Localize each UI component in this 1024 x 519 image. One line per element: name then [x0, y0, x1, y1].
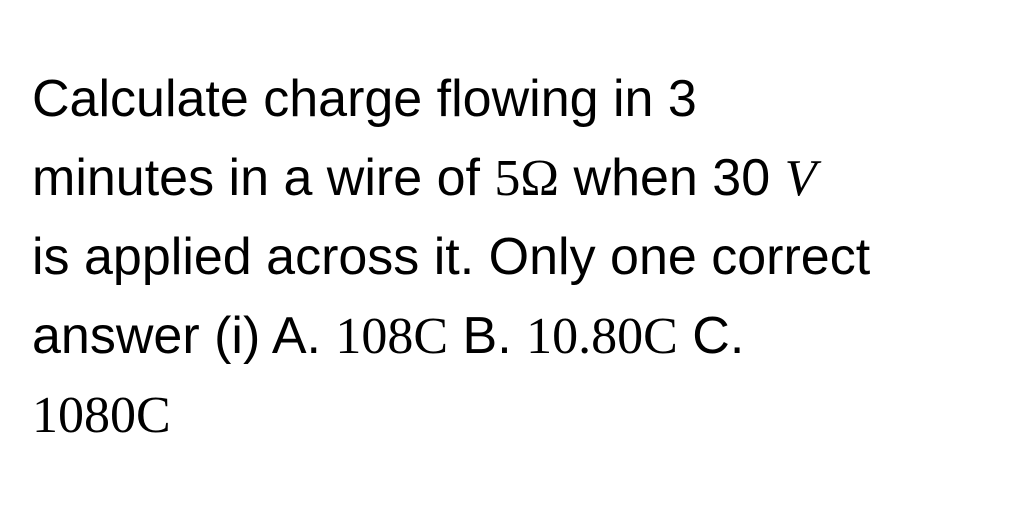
option-a-unit: C [413, 308, 448, 365]
option-b-unit: C [643, 308, 678, 365]
option-b-number: 10.80 [526, 308, 643, 365]
text-line-3: is applied across it. Only one correct [32, 218, 992, 297]
question-text: Calculate charge flowing in 3 minutes in… [32, 60, 992, 455]
option-c-unit: C [136, 387, 171, 444]
line2-part-a: minutes in a wire of [32, 149, 494, 207]
line4-part-b: B. [448, 307, 526, 365]
question-page: Calculate charge flowing in 3 minutes in… [0, 0, 1024, 519]
text-line-5: 1080C [32, 376, 992, 455]
line4-part-a: answer (i) A. [32, 307, 335, 365]
line3-part-a: is applied across it. Only one correct [32, 228, 870, 286]
text-line-4: answer (i) A. 108C B. 10.80C C. [32, 297, 992, 376]
option-c-number: 1080 [32, 387, 136, 444]
ohm-symbol: Ω [520, 150, 559, 207]
volt-symbol: V [785, 150, 817, 207]
line1-part-a: Calculate charge flowing in 3 [32, 70, 697, 128]
resistance-value: 5 [494, 150, 520, 207]
option-a-number: 108 [335, 308, 413, 365]
line4-part-c: C. [678, 307, 744, 365]
text-line-2: minutes in a wire of 5Ω when 30 V [32, 139, 992, 218]
line2-part-b: when 30 [559, 149, 785, 207]
text-line-1: Calculate charge flowing in 3 [32, 60, 992, 139]
